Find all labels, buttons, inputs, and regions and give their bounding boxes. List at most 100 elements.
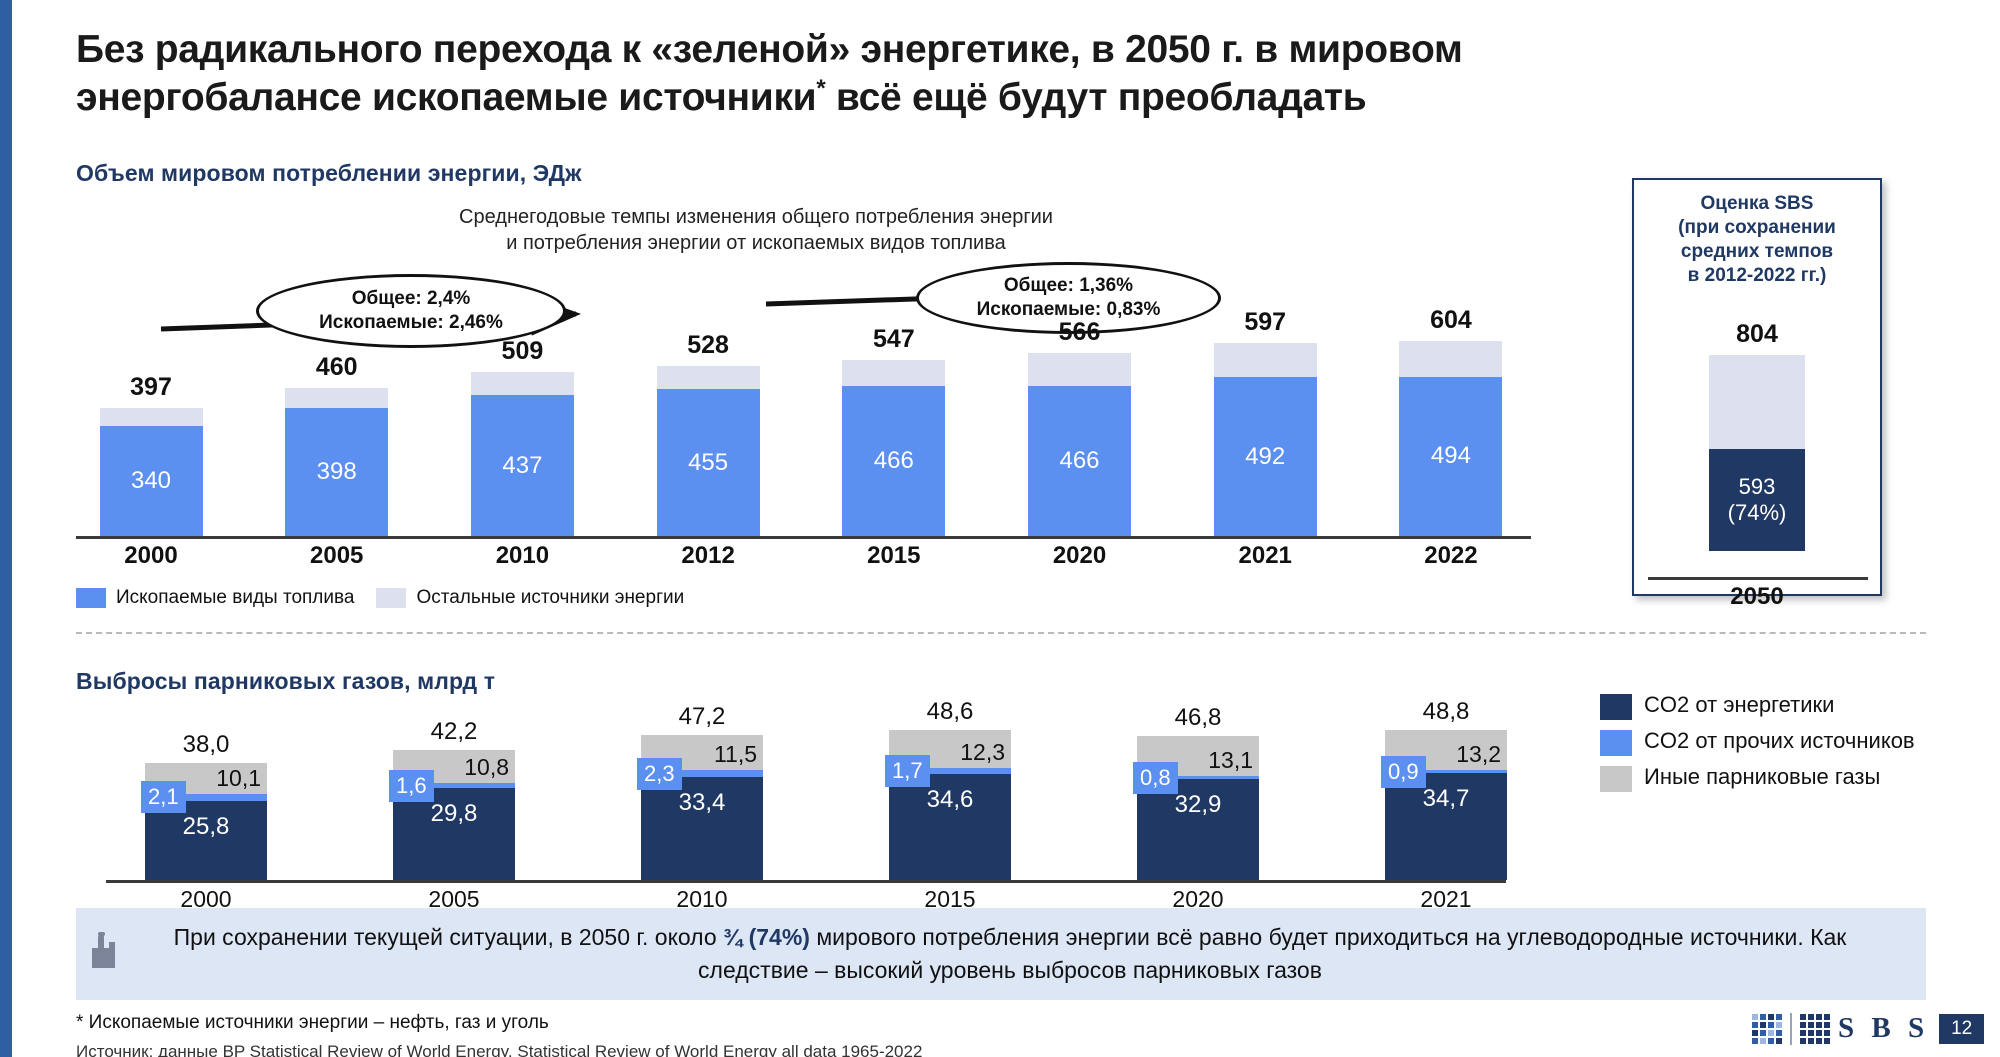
sbs-title-line-2: (при сохранении bbox=[1678, 216, 1836, 238]
legend-label: Ископаемые виды топлива bbox=[116, 587, 355, 608]
legend-swatch bbox=[1600, 730, 1632, 756]
chart2-stacked-bar: 13,1 0,8 32,9 bbox=[1133, 736, 1259, 880]
chart2-segment-other-ghg: 12,3 bbox=[889, 730, 1011, 769]
chart1-segment-other bbox=[470, 371, 574, 396]
chart2-x-tick-labels: 2000 2005 2010 2015 2020 2021 bbox=[106, 886, 1546, 913]
chart1-segment-other bbox=[1028, 353, 1132, 386]
sbs-title-line-3: средних темпов bbox=[1680, 240, 1834, 262]
chart2-stacked-bar: 12,3 1,7 34,6 bbox=[885, 730, 1011, 880]
chart2-total-label: 47,2 bbox=[678, 702, 726, 730]
chart2-segment-other-co2: 1,7 bbox=[885, 754, 1011, 787]
chart1-stacked-bar: 494 bbox=[1399, 341, 1503, 536]
chart1-segment-other bbox=[1399, 341, 1503, 377]
chart2-segment-other-co2: 1,6 bbox=[389, 769, 515, 802]
chart1-segment-other bbox=[1213, 343, 1317, 378]
chart1-column: 566 466 bbox=[1005, 318, 1155, 536]
legend-swatch bbox=[76, 588, 106, 608]
chart1-legend-item: Остальные источники энергии bbox=[376, 587, 684, 609]
chart2-total-label: 46,8 bbox=[1174, 704, 1222, 731]
chart2-x-label: 2020 bbox=[1172, 886, 1224, 912]
chart1-x-label: 2012 bbox=[681, 542, 735, 569]
sbs-title-line-4: в 2012-2022 гг.) bbox=[1687, 264, 1827, 286]
chart2-stacked-bar: 13,2 0,9 34,7 bbox=[1381, 729, 1507, 880]
chart1-column: 597 492 bbox=[1190, 308, 1340, 536]
chart1-x-label: 2000 bbox=[124, 542, 178, 569]
chart2-x-axis bbox=[106, 880, 1506, 883]
chart1-x-label: 2021 bbox=[1238, 542, 1292, 569]
chart1-segment-fossil: 398 bbox=[285, 407, 389, 536]
chart2-segment-energy-co2: 34,7 bbox=[1385, 773, 1507, 880]
logo-wordmark: S B S bbox=[1838, 1012, 1930, 1044]
chart1-total-label: 397 bbox=[130, 372, 172, 401]
footnote-source: Источник: данные BP Statistical Review o… bbox=[76, 1042, 923, 1057]
chart1-total-label: 597 bbox=[1244, 308, 1287, 337]
chart2-x-label: 2010 bbox=[676, 886, 728, 912]
chart2-other-co2-value: 1,7 bbox=[885, 754, 930, 787]
chart2-legend-item: CO2 от прочих источников bbox=[1600, 728, 1960, 756]
chart1-stacked-bar: 398 bbox=[285, 387, 389, 536]
sbs-forecast-panel: Оценка SBS (при сохранении средних темпо… bbox=[1632, 178, 1882, 610]
annotation-2-line-1: Общее: 1,36% bbox=[1003, 274, 1134, 296]
legend-swatch bbox=[1600, 766, 1632, 792]
chart1-column: 604 494 bbox=[1376, 306, 1526, 536]
chart2-other-ghg-value: 10,8 bbox=[464, 754, 509, 781]
chart2-other-co2-value: 2,1 bbox=[141, 781, 186, 814]
chart1-stacked-bar: 466 bbox=[1028, 353, 1132, 536]
callout-text: При сохранении текущей ситуации, в 2050 … bbox=[134, 921, 1926, 986]
chart2-other-co2-value: 0,8 bbox=[1133, 761, 1178, 794]
chart1-total-label: 604 bbox=[1430, 306, 1472, 335]
title-asterisk: * bbox=[816, 75, 826, 103]
legend-label: Остальные источники энергии bbox=[416, 587, 685, 608]
chart1-total-label: 566 bbox=[1058, 318, 1101, 347]
chart1-segment-fossil: 466 bbox=[842, 385, 946, 536]
chart2-other-ghg-value: 13,2 bbox=[1456, 741, 1501, 768]
legend-label: CO2 от прочих источников bbox=[1644, 728, 1915, 753]
chart1-x-label: 2020 bbox=[1052, 542, 1107, 569]
sbs-fossil-share: (74%) bbox=[1727, 500, 1787, 526]
ghg-emissions-chart: 38,0 10,1 2,1 25,8 42,2 10,8 1,6 29,8 47,2 11,5 2,… bbox=[76, 698, 1576, 912]
chart1-bars: 397 340 460 398 509 437 528 455 547 466 566 466 597 4… bbox=[76, 306, 1526, 536]
left-accent-rail bbox=[0, 0, 12, 1057]
chart1-total-label: 460 bbox=[315, 352, 358, 381]
chart2-segment-energy-co2: 29,8 bbox=[393, 788, 515, 880]
chart1-total-label: 547 bbox=[872, 324, 915, 353]
annotation-ellipse-period-2: Общее: 1,36% Ископаемые: 0,83% bbox=[916, 262, 1221, 334]
sbs-logo: S B S 12 bbox=[1752, 1012, 1985, 1045]
sbs-x-axis bbox=[1648, 577, 1868, 580]
chart1-segment-other bbox=[656, 365, 760, 390]
sbs-x-tick-label: 2050 bbox=[1730, 583, 1784, 610]
sbs-bar-other-sources bbox=[1709, 355, 1805, 450]
chart2-segment-other-co2: 2,3 bbox=[637, 757, 763, 790]
chart2-segment-energy-co2: 34,6 bbox=[889, 773, 1011, 880]
chart2-legend-item: Иные парниковые газы bbox=[1600, 764, 1960, 792]
chart2-x-label: 2000 bbox=[180, 886, 232, 912]
chart1-stacked-bar: 340 bbox=[99, 407, 203, 536]
chart1-x-label: 2015 bbox=[867, 542, 921, 569]
chart1-segment-fossil: 492 bbox=[1213, 377, 1317, 536]
callout-text-b: мирового потребления энергии всё равно б… bbox=[698, 924, 1847, 983]
chart2-other-ghg-value: 12,3 bbox=[960, 739, 1005, 766]
chart1-heading: Объем мировом потреблении энергии, ЭДж bbox=[76, 160, 582, 186]
chart1-stacked-bar: 466 bbox=[842, 359, 946, 536]
legend-label: CO2 от энергетики bbox=[1644, 692, 1835, 717]
chart2-stacked-bar: 11,5 2,3 33,4 bbox=[637, 734, 763, 880]
chart2-other-co2-value: 1,6 bbox=[389, 769, 434, 802]
chart1-x-label: 2010 bbox=[495, 542, 550, 569]
chart2-segment-energy-co2: 33,4 bbox=[641, 777, 763, 880]
chart1-subnote-line1: Среднегодовые темпы изменения общего пот… bbox=[459, 206, 1053, 228]
legend-label: Иные парниковые газы bbox=[1644, 764, 1881, 789]
sbs-panel-title: Оценка SBS (при сохранении средних темпо… bbox=[1634, 192, 1880, 288]
annotation-ellipse-period-1: Общее: 2,4% Ископаемые: 2,46% bbox=[256, 274, 566, 348]
chart1-legend-item: Ископаемые виды топлива bbox=[76, 587, 354, 609]
annotation-2-line-2: Ископаемые: 0,83% bbox=[976, 299, 1161, 320]
chart2-total-label: 48,6 bbox=[926, 698, 974, 726]
chart2-column: 46,8 13,1 0,8 32,9 bbox=[1098, 704, 1298, 880]
chart2-segment-other-co2: 2,1 bbox=[141, 781, 267, 814]
sbs-forecast-bar: 804 593 (74%) bbox=[1634, 320, 1880, 551]
annotation-1-line-2: Ископаемые: 2,46% bbox=[319, 312, 503, 333]
chart1-segment-fossil: 494 bbox=[1399, 376, 1503, 536]
chart1-total-label: 528 bbox=[687, 330, 729, 359]
sbs-bar-fossil: 593 (74%) bbox=[1709, 449, 1805, 551]
chart1-segment-fossil: 455 bbox=[656, 389, 760, 536]
